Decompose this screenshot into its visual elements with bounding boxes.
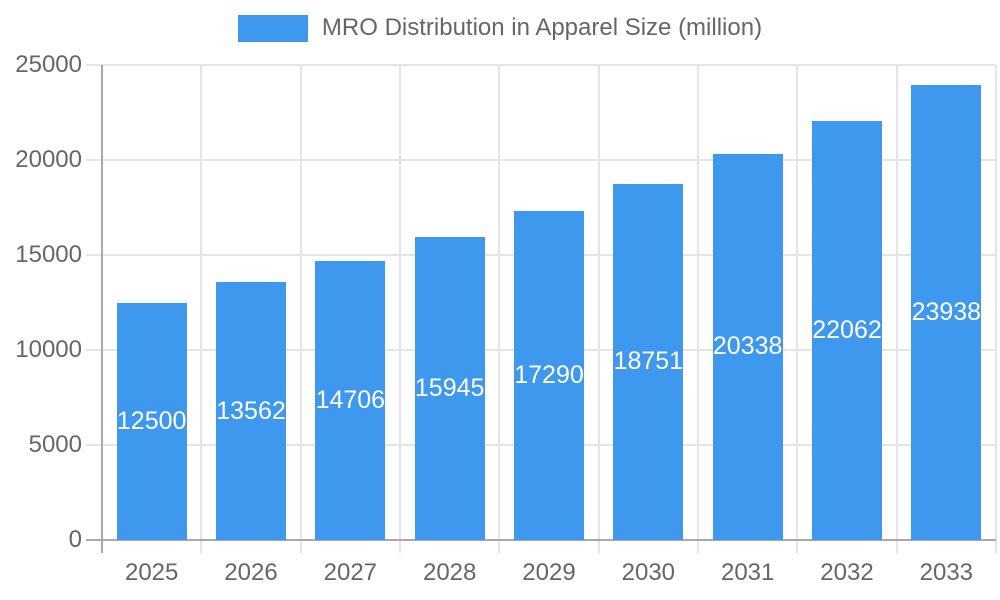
y-axis-line xyxy=(101,65,103,553)
gridline-x xyxy=(498,65,501,553)
bar-value-label: 14706 xyxy=(315,385,386,414)
gridline-y-25000 xyxy=(86,64,996,66)
bar-2032[interactable]: 22062 xyxy=(812,120,882,540)
y-axis-tick-label: 25000 xyxy=(15,51,82,78)
gridline-x xyxy=(399,65,401,553)
y-axis-tick-label: 15000 xyxy=(15,241,82,268)
gridline-y-20000 xyxy=(86,159,996,161)
x-axis-tick-label-2033: 2033 xyxy=(919,559,974,586)
gridline-x xyxy=(597,65,600,553)
y-axis-tick-label: 10000 xyxy=(15,336,82,363)
bar-2028[interactable]: 15945 xyxy=(414,237,485,540)
bar-value-label: 20338 xyxy=(712,332,783,361)
gridline-x xyxy=(697,65,699,553)
gridline-x xyxy=(995,65,997,553)
y-axis-tick-label: 5000 xyxy=(28,431,82,458)
x-axis-tick-label-2031: 2031 xyxy=(720,559,775,586)
bar-2026[interactable]: 13562 xyxy=(216,282,286,540)
legend-label: MRO Distribution in Apparel Size (millio… xyxy=(321,14,763,41)
bar-value-label: 13562 xyxy=(216,396,286,425)
y-axis-tick-label: 0 xyxy=(68,526,82,553)
legend-swatch xyxy=(237,14,308,42)
x-axis-tick-label-2030: 2030 xyxy=(621,559,676,586)
x-axis-tick-label-2028: 2028 xyxy=(422,559,477,586)
bar-2030[interactable]: 18751 xyxy=(613,183,684,540)
bar-2025[interactable]: 12500 xyxy=(116,302,187,540)
bar-2029[interactable]: 17290 xyxy=(514,211,584,540)
bar-value-label: 23938 xyxy=(911,298,982,327)
x-axis-tick-label-2029: 2029 xyxy=(522,559,576,586)
x-axis-tick-label-2026: 2026 xyxy=(224,559,278,586)
bar-2033[interactable]: 23938 xyxy=(911,85,982,540)
chart-legend[interactable]: MRO Distribution in Apparel Size (millio… xyxy=(0,14,1000,42)
bar-value-label: 12500 xyxy=(116,406,187,435)
x-axis-line xyxy=(86,539,996,541)
bar-2031[interactable]: 20338 xyxy=(712,153,783,540)
gridline-x xyxy=(796,65,799,553)
x-axis-tick-label-2027: 2027 xyxy=(323,559,378,586)
gridline-x xyxy=(299,65,302,553)
bar-2027[interactable]: 14706 xyxy=(315,260,386,540)
y-axis-tick-label: 20000 xyxy=(15,146,82,173)
bar-value-label: 15945 xyxy=(414,374,485,402)
gridline-x xyxy=(895,65,898,553)
bar-value-label: 22062 xyxy=(812,315,882,344)
bar-value-label: 17290 xyxy=(514,361,584,390)
gridline-x xyxy=(200,65,203,553)
x-axis-tick-label-2025: 2025 xyxy=(124,559,179,586)
bar-value-label: 18751 xyxy=(613,347,684,376)
x-axis-tick-label-2032: 2032 xyxy=(820,559,874,586)
